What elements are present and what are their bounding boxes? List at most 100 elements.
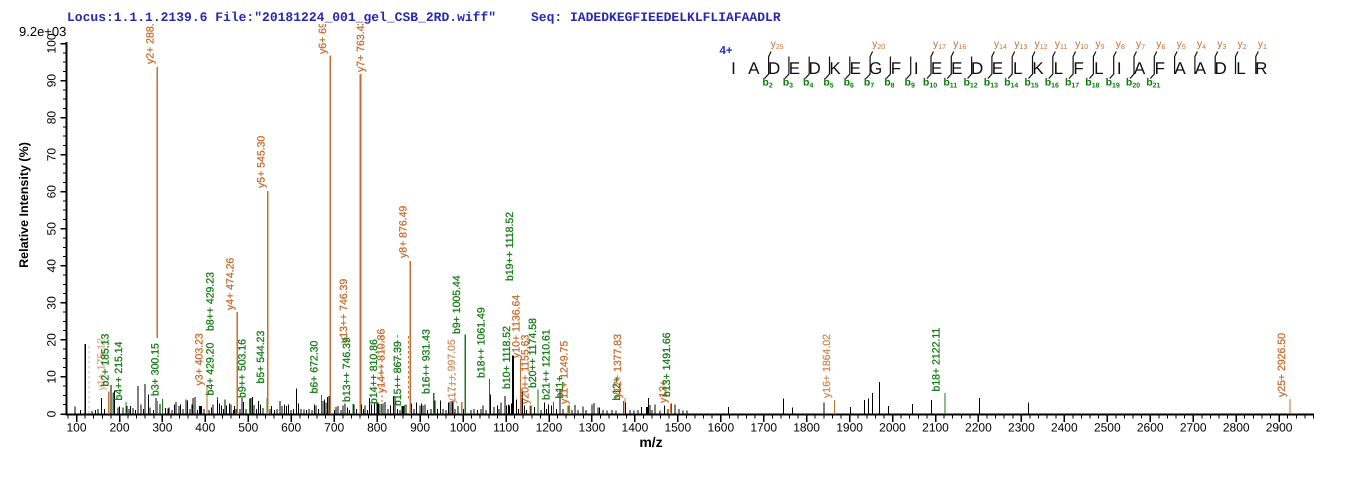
svg-text:b4++ 215.14: b4++ 215.14: [113, 341, 125, 400]
svg-text:F: F: [1155, 59, 1165, 78]
svg-text:y8+ 876.49: y8+ 876.49: [397, 206, 409, 258]
svg-text:2200: 2200: [965, 421, 992, 435]
svg-text:30: 30: [45, 296, 59, 310]
svg-text:y7+ 763.43: y7+ 763.43: [355, 20, 367, 72]
svg-text:700: 700: [324, 421, 344, 435]
svg-text:b20++ 1174.58: b20++ 1174.58: [527, 318, 539, 388]
svg-text:F: F: [1073, 59, 1083, 78]
svg-text:K: K: [829, 59, 841, 78]
svg-text:E: E: [850, 59, 861, 78]
svg-text:D: D: [971, 59, 983, 78]
svg-text:A: A: [1174, 59, 1186, 78]
svg-text:b16++ 931.43: b16++ 931.43: [421, 329, 433, 394]
svg-text:b13++ 746.39: b13++ 746.39: [341, 337, 353, 402]
svg-text:1900: 1900: [836, 421, 863, 435]
svg-text:y3: y3: [1217, 38, 1226, 51]
svg-text:1800: 1800: [793, 421, 820, 435]
svg-text:y13+: y13+: [657, 380, 669, 403]
svg-text:A: A: [1195, 59, 1207, 78]
svg-text:y5+ 545.30: y5+ 545.30: [256, 136, 268, 188]
svg-text:1700: 1700: [750, 421, 777, 435]
svg-text:A: A: [748, 59, 760, 78]
svg-text:b4+ 429.20: b4+ 429.20: [204, 342, 216, 395]
svg-text:b5+ 544.23: b5+ 544.23: [255, 330, 267, 383]
svg-text:y1: y1: [1258, 38, 1267, 51]
svg-text:b10+ 1118.52: b10+ 1118.52: [501, 326, 513, 389]
svg-text:m/z: m/z: [639, 434, 662, 450]
svg-text:b6: b6: [844, 77, 854, 90]
svg-text:2400: 2400: [1051, 421, 1078, 435]
svg-text:E: E: [951, 59, 962, 78]
svg-text:2800: 2800: [1223, 421, 1250, 435]
svg-text:b7: b7: [864, 77, 874, 90]
svg-text:D: D: [768, 59, 780, 78]
svg-text:R: R: [1255, 59, 1267, 78]
svg-text:b21++ 1210.61: b21++ 1210.61: [540, 329, 552, 400]
svg-text:D: D: [809, 59, 821, 78]
svg-text:y10+ 1136.64: y10+ 1136.64: [511, 295, 523, 358]
svg-text:800: 800: [367, 421, 387, 435]
svg-text:Relative Intensity (%): Relative Intensity (%): [17, 142, 31, 268]
svg-text:1400: 1400: [622, 421, 649, 435]
svg-text:500: 500: [238, 421, 258, 435]
svg-text:Seq: IADEDKEGFIEEDELKLFLIAFAAD: Seq: IADEDKEGFIEEDELKLFLIAFAADLR: [531, 10, 781, 25]
svg-text:E: E: [992, 59, 1003, 78]
svg-text:y8: y8: [1116, 38, 1125, 51]
svg-text:1500: 1500: [664, 421, 691, 435]
svg-text:b14++ 810.86: b14++ 810.86: [368, 339, 380, 404]
svg-text:b2: b2: [762, 77, 772, 90]
svg-text:4+: 4+: [720, 45, 733, 57]
svg-text:100: 100: [66, 421, 86, 435]
svg-text:2300: 2300: [1008, 421, 1035, 435]
svg-text:b5: b5: [823, 77, 833, 90]
svg-text:I: I: [1117, 59, 1122, 78]
svg-text:b2+ 185.13: b2+ 185.13: [100, 333, 112, 386]
svg-text:y7: y7: [1136, 38, 1145, 51]
svg-text:1000: 1000: [450, 421, 477, 435]
svg-text:2700: 2700: [1180, 421, 1207, 435]
svg-text:y4: y4: [1197, 38, 1206, 51]
svg-text:20: 20: [45, 333, 59, 347]
svg-text:y16+ 1864.02: y16+ 1864.02: [821, 334, 833, 398]
svg-text:b12+: b12+: [611, 377, 623, 401]
svg-text:L: L: [1236, 59, 1245, 78]
svg-text:b11+: b11+: [554, 376, 566, 399]
svg-text:70: 70: [45, 148, 59, 162]
svg-text:L: L: [1013, 59, 1022, 78]
svg-text:1600: 1600: [707, 421, 734, 435]
svg-text:b3: b3: [783, 77, 793, 90]
svg-text:y9: y9: [1095, 38, 1104, 51]
svg-text:I: I: [731, 59, 736, 78]
svg-text:2000: 2000: [879, 421, 906, 435]
svg-text:0: 0: [45, 410, 59, 417]
svg-text:y12+ 1377.83: y12+ 1377.83: [612, 334, 624, 398]
svg-text:900: 900: [410, 421, 430, 435]
svg-text:90: 90: [45, 74, 59, 88]
svg-text:b15++ 867.39: b15++ 867.39: [392, 341, 404, 406]
svg-text:y5: y5: [1177, 38, 1186, 51]
svg-text:E: E: [931, 59, 942, 78]
svg-text:50: 50: [45, 222, 59, 236]
svg-text:y2: y2: [1238, 38, 1247, 51]
svg-text:b19++ 1118.52: b19++ 1118.52: [504, 212, 516, 281]
svg-text:b6+ 672.30: b6+ 672.30: [308, 340, 320, 393]
svg-text:1300: 1300: [579, 421, 606, 435]
svg-text:2600: 2600: [1137, 421, 1164, 435]
svg-text:G: G: [869, 59, 882, 78]
svg-text:E: E: [789, 59, 800, 78]
svg-text:D: D: [1215, 59, 1227, 78]
svg-text:1200: 1200: [536, 421, 563, 435]
svg-text:200: 200: [109, 421, 129, 435]
svg-text:b18++ 1061.49: b18++ 1061.49: [475, 307, 487, 378]
svg-text:K: K: [1032, 59, 1044, 78]
svg-text:y25+ 2926.50: y25+ 2926.50: [1276, 333, 1288, 397]
svg-text:Locus:1.1.1.2139.6 File:"20181: Locus:1.1.1.2139.6 File:"20181224_001_ge…: [67, 10, 496, 25]
svg-text:b8: b8: [884, 77, 894, 90]
svg-text:I: I: [914, 59, 919, 78]
svg-text:b13+ 1491.66: b13+ 1491.66: [661, 332, 673, 397]
svg-text:y6: y6: [1156, 38, 1165, 51]
svg-text:b9+ 1005.44: b9+ 1005.44: [451, 275, 463, 334]
svg-text:b3+ 300.15: b3+ 300.15: [149, 343, 161, 396]
svg-text:10: 10: [45, 370, 59, 384]
svg-text:b9++ 503.16: b9++ 503.16: [237, 339, 249, 398]
